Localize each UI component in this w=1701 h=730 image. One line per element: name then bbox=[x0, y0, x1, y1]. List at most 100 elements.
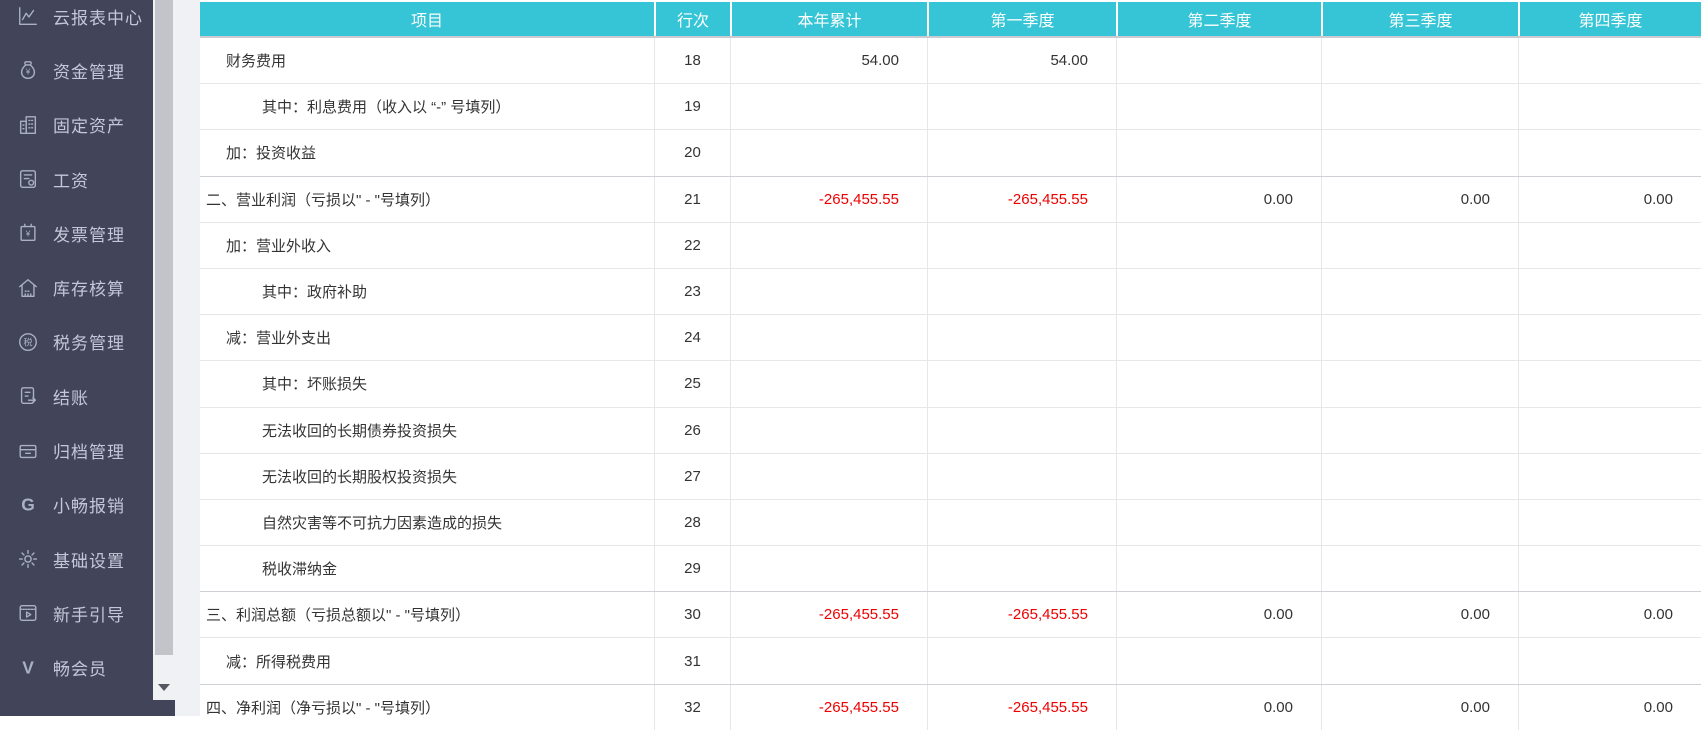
sidebar-item-label: 工资 bbox=[53, 171, 89, 191]
sidebar-item-label: 基础设置 bbox=[53, 551, 125, 571]
content-gap bbox=[175, 0, 200, 716]
sidebar-item-label: 税务管理 bbox=[53, 334, 125, 354]
sidebar-item-13[interactable]: V 畅会员 bbox=[0, 641, 153, 695]
video-guide-icon bbox=[16, 601, 40, 625]
q4-value-cell bbox=[1518, 407, 1701, 453]
scrollbar-thumb[interactable] bbox=[155, 0, 173, 655]
item-cell: 四、净利润（净亏损以" - "号填列） bbox=[206, 699, 440, 717]
q1-value-cell bbox=[927, 84, 1116, 130]
item-cell: 无法收回的长期股权投资损失 bbox=[262, 468, 458, 486]
sidebar-item-5[interactable]: ¥ 发票管理 bbox=[0, 206, 153, 260]
ytd-value-cell bbox=[730, 222, 927, 268]
table-row: 其中：政府补助 23 bbox=[200, 267, 1701, 315]
sidebar-item-11[interactable]: 基础设置 bbox=[0, 532, 153, 586]
q1-value-cell bbox=[927, 268, 1116, 315]
sidebar-item-6[interactable]: 库存核算 bbox=[0, 260, 153, 314]
q3-value-cell bbox=[1321, 38, 1518, 84]
archive-icon bbox=[16, 439, 40, 463]
line-number-cell: 23 bbox=[654, 268, 730, 315]
q1-value-cell bbox=[927, 361, 1116, 407]
sidebar-item-3[interactable]: 固定资产 bbox=[0, 98, 153, 152]
column-header-q1: 第一季度 bbox=[927, 2, 1116, 36]
sidebar-item-4[interactable]: 工资 bbox=[0, 152, 153, 206]
sidebar-item-8[interactable]: 结账 bbox=[0, 369, 153, 423]
sidebar-item-label: 发票管理 bbox=[53, 225, 125, 245]
q3-value-cell bbox=[1321, 361, 1518, 407]
q3-value-cell bbox=[1321, 130, 1518, 176]
sidebar-item-12[interactable]: 新手引导 bbox=[0, 586, 153, 640]
line-number-cell: 20 bbox=[654, 130, 730, 176]
ytd-value-cell: -265,455.55 bbox=[730, 592, 927, 638]
item-cell: 其中：坏账损失 bbox=[262, 376, 368, 394]
item-cell: 其中：政府补助 bbox=[262, 284, 368, 302]
sidebar-item-10[interactable]: G 小畅报销 bbox=[0, 478, 153, 532]
sidebar-item-1[interactable]: 云报表中心 bbox=[0, 0, 153, 43]
q1-value-cell bbox=[927, 222, 1116, 268]
scrollbar-down-button[interactable] bbox=[153, 676, 175, 698]
item-cell: 无法收回的长期债券投资损失 bbox=[262, 422, 458, 440]
q1-value-cell bbox=[927, 407, 1116, 453]
table-row: 二、营业利润（亏损以" - "号填列） 21 -265,455.55 -265,455… bbox=[200, 175, 1701, 222]
ytd-value-cell bbox=[730, 84, 927, 130]
column-header-item: 项目 bbox=[200, 2, 654, 36]
table-row: 无法收回的长期债券投资损失 26 bbox=[200, 406, 1701, 453]
ytd-value-cell: -265,455.55 bbox=[730, 684, 927, 730]
line-number-cell: 22 bbox=[654, 222, 730, 268]
line-number-cell: 30 bbox=[654, 592, 730, 638]
ytd-value-cell bbox=[730, 361, 927, 407]
q1-value-cell: -265,455.55 bbox=[927, 684, 1116, 730]
q1-value-cell bbox=[927, 453, 1116, 499]
chevron-down-icon bbox=[158, 683, 170, 691]
table-row: 减：所得税费用 31 bbox=[200, 637, 1701, 684]
q4-value-cell bbox=[1518, 638, 1701, 684]
column-header-q2: 第二季度 bbox=[1116, 2, 1321, 36]
warehouse-icon bbox=[16, 276, 40, 300]
q3-value-cell: 0.00 bbox=[1321, 592, 1518, 638]
table-row: 税收滞纳金 29 bbox=[200, 545, 1701, 592]
q2-value-cell: 0.00 bbox=[1116, 684, 1321, 730]
ytd-value-cell bbox=[730, 453, 927, 499]
item-cell: 自然灾害等不可抗力因素造成的损失 bbox=[262, 514, 503, 532]
q4-value-cell bbox=[1518, 499, 1701, 546]
table-row: 三、利润总额（亏损总额以" - "号填列） 30 -265,455.55 -265,4… bbox=[200, 591, 1701, 638]
q4-value-cell: 0.00 bbox=[1518, 592, 1701, 638]
sidebar-item-7[interactable]: 税 税务管理 bbox=[0, 315, 153, 369]
q2-value-cell bbox=[1116, 546, 1321, 592]
item-cell: 二、营业利润（亏损以" - "号填列） bbox=[206, 191, 440, 209]
svg-text:V: V bbox=[22, 657, 34, 677]
column-header-q4: 第四季度 bbox=[1518, 2, 1701, 36]
settings-gear-icon bbox=[16, 547, 40, 571]
ytd-value-cell bbox=[730, 130, 927, 176]
closing-book-icon bbox=[16, 384, 40, 408]
q1-value-cell bbox=[927, 315, 1116, 361]
sidebar-item-label: 云报表中心 bbox=[53, 8, 143, 28]
q3-value-cell bbox=[1321, 407, 1518, 453]
ytd-value-cell: -265,455.55 bbox=[730, 176, 927, 222]
reimburse-g-icon: G bbox=[16, 493, 40, 517]
line-number-cell: 32 bbox=[654, 684, 730, 730]
item-cell: 加：营业外收入 bbox=[226, 237, 332, 255]
q2-value-cell bbox=[1116, 38, 1321, 84]
sidebar: 云报表中心 ¥ 资金管理 固定资产 工资 ¥ 发票管理 库存核算税 税务管理 结账 归档管理 G 小畅报… bbox=[0, 0, 153, 716]
q4-value-cell: 0.00 bbox=[1518, 684, 1701, 730]
sidebar-item-9[interactable]: 归档管理 bbox=[0, 423, 153, 477]
q1-value-cell bbox=[927, 130, 1116, 176]
q3-value-cell bbox=[1321, 499, 1518, 546]
money-bag-icon: ¥ bbox=[16, 58, 40, 82]
q2-value-cell bbox=[1116, 130, 1321, 176]
q2-value-cell: 0.00 bbox=[1116, 592, 1321, 638]
column-header-line: 行次 bbox=[654, 2, 730, 36]
q2-value-cell bbox=[1116, 222, 1321, 268]
q4-value-cell bbox=[1518, 453, 1701, 499]
line-number-cell: 27 bbox=[654, 453, 730, 499]
sidebar-item-label: 固定资产 bbox=[53, 117, 125, 137]
q1-value-cell bbox=[927, 638, 1116, 684]
column-header-ytd: 本年累计 bbox=[730, 2, 927, 36]
table-row: 自然灾害等不可抗力因素造成的损失 28 bbox=[200, 498, 1701, 546]
sidebar-scrollbar[interactable] bbox=[153, 0, 175, 700]
table-row: 无法收回的长期股权投资损失 27 bbox=[200, 452, 1701, 499]
sidebar-item-2[interactable]: ¥ 资金管理 bbox=[0, 43, 153, 97]
item-cell: 减：营业外支出 bbox=[226, 330, 332, 348]
q2-value-cell bbox=[1116, 638, 1321, 684]
table-header-row: 项目 行次 本年累计 第一季度 第二季度 第三季度 第四季度 bbox=[200, 2, 1701, 38]
